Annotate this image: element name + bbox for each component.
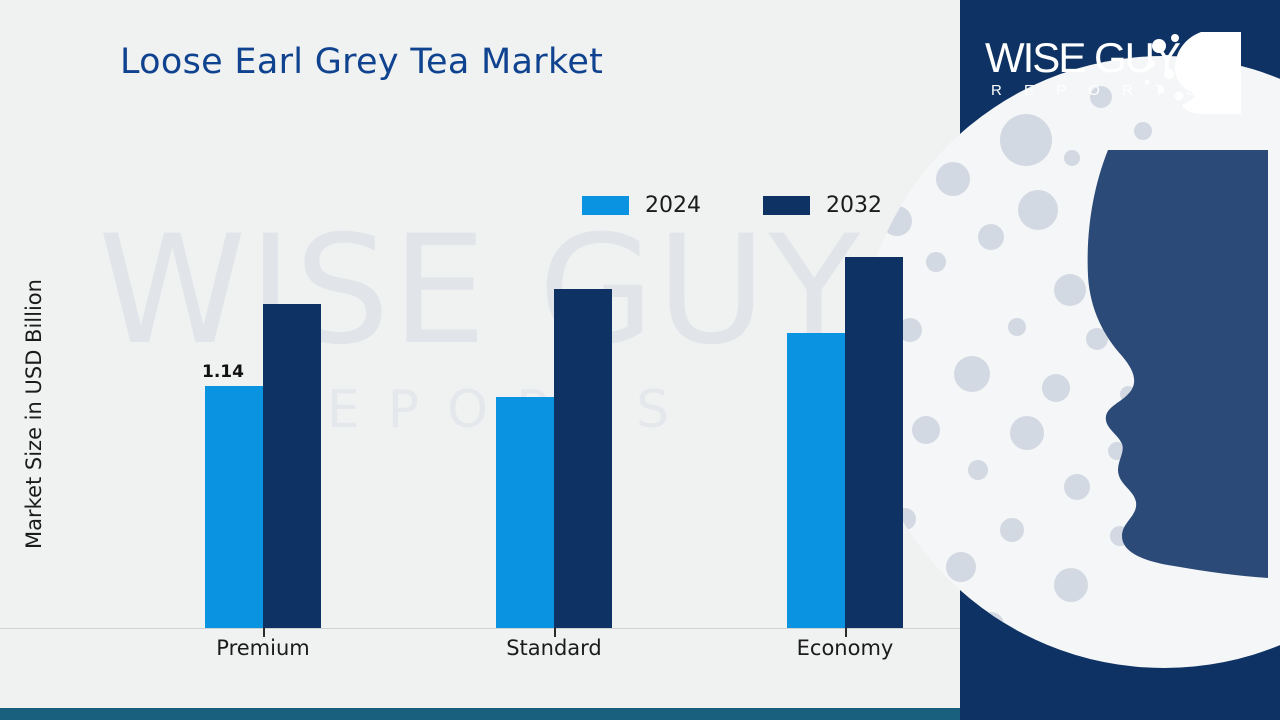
bar-standard-2032 xyxy=(554,289,612,628)
bars-layer: 1.14 Premium Standard Economy xyxy=(202,257,903,660)
head-silhouette-icon xyxy=(1087,150,1268,578)
logo-subtext: R E P O R T S xyxy=(991,82,1205,99)
legend-item-2024: 2024 xyxy=(582,193,763,218)
brand-logo: WISE GUY R E P O R T S xyxy=(985,30,1241,115)
bottom-accent-bar xyxy=(0,708,960,720)
x-axis-label-standard: Standard xyxy=(506,636,602,660)
legend-label-2024: 2024 xyxy=(645,193,701,218)
bar-economy-2032 xyxy=(845,257,903,628)
bar-value-label: 1.14 xyxy=(202,362,244,382)
bar-premium-2032 xyxy=(263,304,321,628)
bar-standard-2024 xyxy=(496,397,554,628)
legend-swatch-2024 xyxy=(582,196,629,215)
legend-swatch-2032 xyxy=(763,196,810,215)
chart-legend: 2024 2032 xyxy=(582,193,882,218)
logo-wordmark: WISE GUY xyxy=(985,34,1181,81)
legend-item-2032: 2032 xyxy=(763,193,882,218)
page-title: Loose Earl Grey Tea Market xyxy=(120,42,604,82)
x-axis-tick xyxy=(845,628,847,637)
x-axis-tick xyxy=(554,628,556,637)
x-axis-label-economy: Economy xyxy=(796,636,894,660)
bar-economy-2024 xyxy=(787,333,845,628)
bar-premium-2024 xyxy=(205,386,263,628)
logo-head-icon xyxy=(1145,32,1241,114)
x-axis-line xyxy=(0,628,960,629)
x-axis-tick xyxy=(263,628,265,637)
legend-label-2032: 2032 xyxy=(826,193,882,218)
x-axis-label-premium: Premium xyxy=(216,636,310,660)
plot-area: Market Size in USD Billion 2024 2032 1.1… xyxy=(0,193,960,660)
